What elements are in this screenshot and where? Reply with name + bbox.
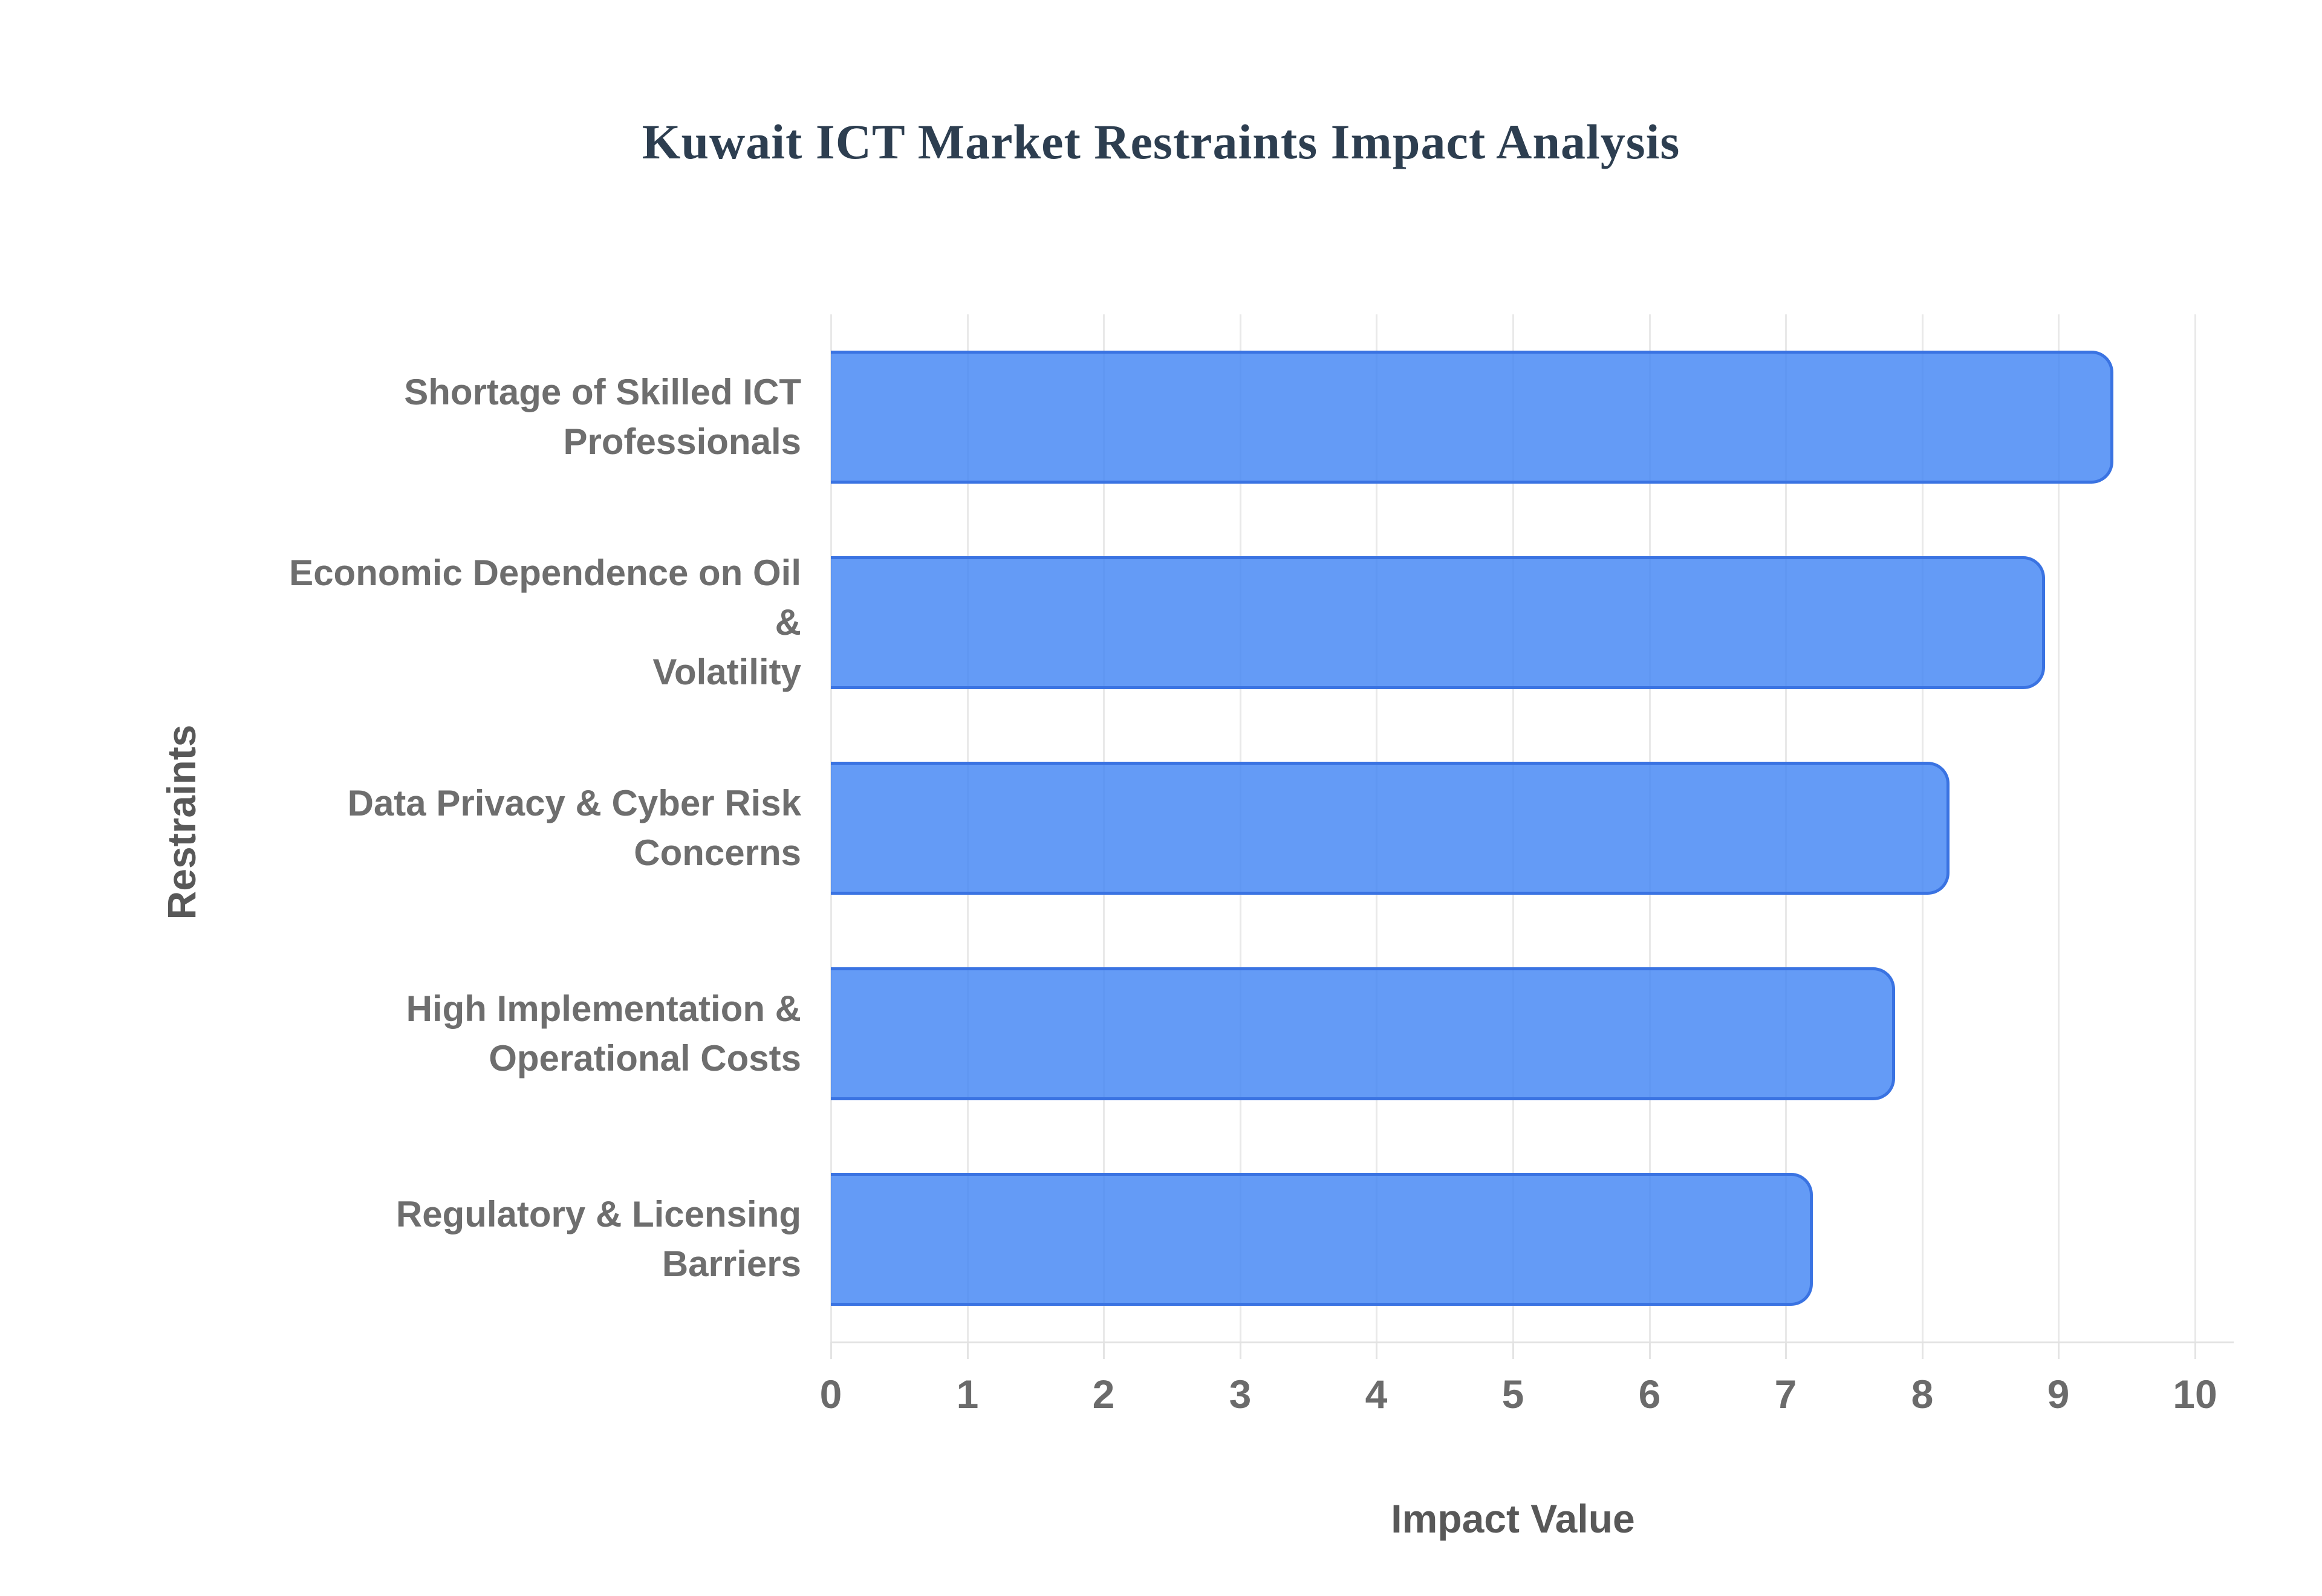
bar-3 <box>831 967 1895 1100</box>
x-tick-label-3: 3 <box>1229 1372 1252 1416</box>
x-tick-label-8: 8 <box>1911 1372 1934 1416</box>
x-tick-label-6: 6 <box>1638 1372 1661 1416</box>
category-label-3: High Implementation & Operational Costs <box>406 988 801 1079</box>
tick-mark-x-0 <box>830 1342 832 1359</box>
gridline-x-10 <box>2194 314 2196 1342</box>
category-label-0: Shortage of Skilled ICT Professionals <box>404 372 801 462</box>
x-axis-line <box>831 1341 2234 1343</box>
tick-mark-x-8 <box>1922 1342 1924 1359</box>
bar-2 <box>831 762 1950 895</box>
x-tick-label-10: 10 <box>2173 1372 2217 1416</box>
x-tick-label-1: 1 <box>956 1372 979 1416</box>
x-axis-title: Impact Value <box>1391 1496 1635 1541</box>
x-tick-label-9: 9 <box>2047 1372 2070 1416</box>
category-label-1: Economic Dependence on Oil & Volatility <box>289 553 801 692</box>
category-label-2: Data Privacy & Cyber Risk Concerns <box>347 783 801 873</box>
x-tick-label-7: 7 <box>1774 1372 1797 1416</box>
tick-mark-x-6 <box>1649 1342 1651 1359</box>
x-tick-label-0: 0 <box>819 1372 842 1416</box>
bar-0 <box>831 351 2113 484</box>
y-axis-title: Restraints <box>159 724 204 920</box>
category-label-4: Regulatory & Licensing Barriers <box>395 1194 801 1284</box>
tick-mark-x-10 <box>2194 1342 2196 1359</box>
plot-area <box>830 314 2196 1359</box>
bar-1 <box>831 556 2045 689</box>
gridline-x-9 <box>2058 314 2060 1342</box>
tick-mark-x-5 <box>1512 1342 1514 1359</box>
tick-mark-x-3 <box>1240 1342 1241 1359</box>
tick-mark-x-4 <box>1376 1342 1377 1359</box>
tick-mark-x-9 <box>2058 1342 2060 1359</box>
x-tick-label-4: 4 <box>1365 1372 1388 1416</box>
bar-4 <box>831 1173 1813 1306</box>
tick-mark-x-2 <box>1103 1342 1105 1359</box>
tick-mark-x-7 <box>1785 1342 1787 1359</box>
chart-title: Kuwait ICT Market Restraints Impact Anal… <box>642 114 1680 169</box>
x-tick-label-2: 2 <box>1092 1372 1115 1416</box>
x-tick-label-5: 5 <box>1501 1372 1524 1416</box>
tick-mark-x-1 <box>967 1342 969 1359</box>
